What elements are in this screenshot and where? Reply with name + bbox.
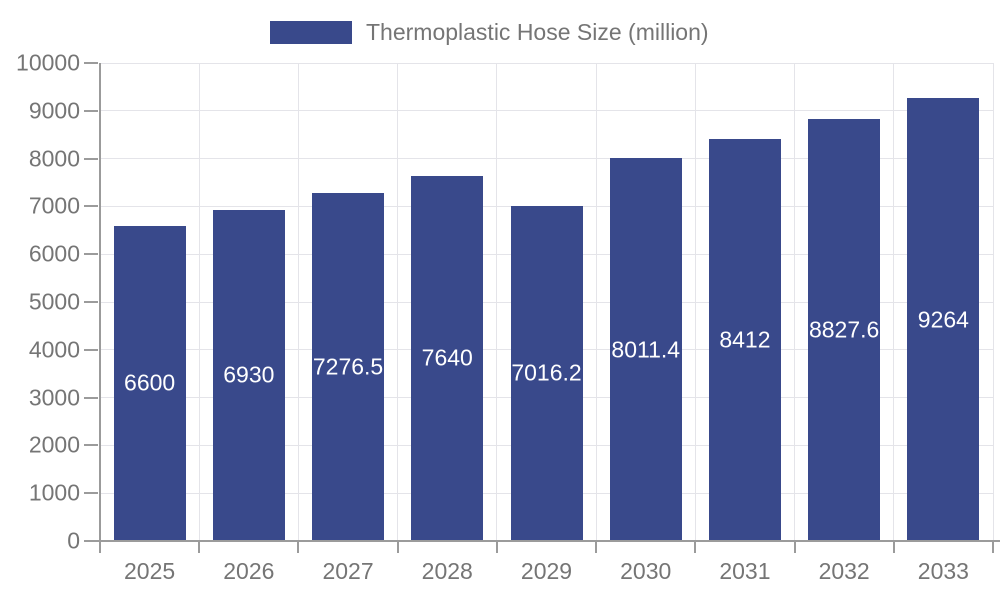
y-tick-label: 7000	[28, 192, 80, 219]
v-gridline	[297, 63, 299, 541]
v-gridline	[595, 63, 597, 541]
x-tick-mark	[595, 541, 598, 553]
bar-value-label: 7276.5	[312, 353, 384, 380]
y-tick-mark	[84, 109, 98, 112]
v-gridline	[992, 63, 994, 541]
bar-value-label: 6600	[124, 369, 176, 396]
y-tick-mark	[84, 205, 98, 208]
legend-label: Thermoplastic Hose Size (million)	[366, 18, 709, 45]
bar-value-label: 7016.2	[511, 359, 582, 386]
bar-2029[interactable]: 7016.2	[510, 205, 583, 541]
x-tick-mark	[297, 541, 300, 553]
x-tick-mark	[198, 541, 201, 553]
x-tick-label: 2029	[520, 558, 573, 584]
y-tick-mark	[84, 348, 98, 351]
bar-2027[interactable]: 7276.5	[312, 193, 385, 541]
x-tick-label: 2027	[322, 558, 374, 584]
x-tick-mark	[892, 541, 895, 553]
bar-2030[interactable]: 8011.4	[609, 158, 682, 541]
y-axis	[99, 63, 101, 541]
x-tick-label: 2025	[124, 558, 176, 584]
y-tick-label: 4000	[28, 336, 80, 363]
v-gridline	[496, 63, 498, 541]
bar-2026[interactable]: 6930	[212, 209, 285, 541]
x-tick-mark	[694, 541, 697, 553]
y-tick-mark	[84, 301, 98, 303]
x-tick-mark	[396, 541, 399, 553]
x-axis	[84, 540, 1000, 542]
x-tick-mark	[793, 541, 796, 553]
bar-2025[interactable]: 6600	[113, 225, 186, 541]
y-tick-mark	[84, 157, 98, 160]
x-tick-mark	[99, 541, 101, 553]
y-tick-mark	[84, 396, 98, 399]
v-gridline	[794, 63, 796, 541]
x-tick-label: 2026	[223, 558, 275, 584]
plot-area: 6600 6930 7276.5 7640 7016.2 8011.4 8412 8827.6…	[100, 62, 994, 541]
bar-value-label: 8412	[719, 326, 771, 353]
v-gridline	[397, 63, 399, 541]
y-tick-label: 3000	[28, 384, 80, 411]
legend[interactable]: Thermoplastic Hose Size (million)	[270, 15, 709, 49]
x-tick-label: 2030	[620, 558, 672, 584]
bar-value-label: 8827.6	[808, 316, 880, 343]
x-tick-label: 2031	[719, 558, 771, 584]
x-tick-mark	[495, 541, 498, 553]
v-gridline	[694, 63, 696, 541]
y-tick-mark	[84, 62, 98, 64]
bar-value-label: 6930	[223, 361, 275, 388]
bar-2028[interactable]: 7640	[411, 175, 484, 541]
h-gridline	[100, 62, 993, 64]
h-gridline	[100, 158, 993, 160]
v-gridline	[198, 63, 200, 541]
y-tick-label: 5000	[28, 288, 80, 315]
y-tick-label: 2000	[28, 431, 80, 458]
x-tick-label: 2028	[421, 558, 473, 584]
v-gridline	[893, 63, 895, 541]
bar-2033[interactable]: 9264	[907, 98, 980, 541]
h-gridline	[100, 110, 993, 112]
y-tick-label: 10000	[16, 49, 80, 76]
bar-value-label: 8011.4	[611, 336, 681, 363]
y-tick-label: 6000	[28, 240, 80, 267]
y-tick-mark	[84, 444, 98, 447]
x-tick-label: 2033	[917, 558, 969, 584]
bar-2032[interactable]: 8827.6	[808, 119, 881, 541]
x-tick-label: 2032	[818, 558, 870, 584]
y-tick-label: 8000	[28, 145, 80, 172]
bar-2031[interactable]: 8412	[708, 138, 781, 541]
legend-swatch	[270, 20, 352, 44]
bar-value-label: 7640	[421, 344, 473, 371]
y-tick-label: 1000	[28, 479, 80, 506]
y-tick-label: 0	[67, 527, 80, 554]
y-tick-label: 9000	[28, 97, 80, 124]
y-tick-mark	[84, 540, 98, 542]
x-tick-mark	[992, 541, 994, 553]
bar-value-label: 9264	[917, 306, 969, 333]
y-tick-mark	[84, 492, 98, 495]
y-tick-mark	[84, 253, 98, 256]
